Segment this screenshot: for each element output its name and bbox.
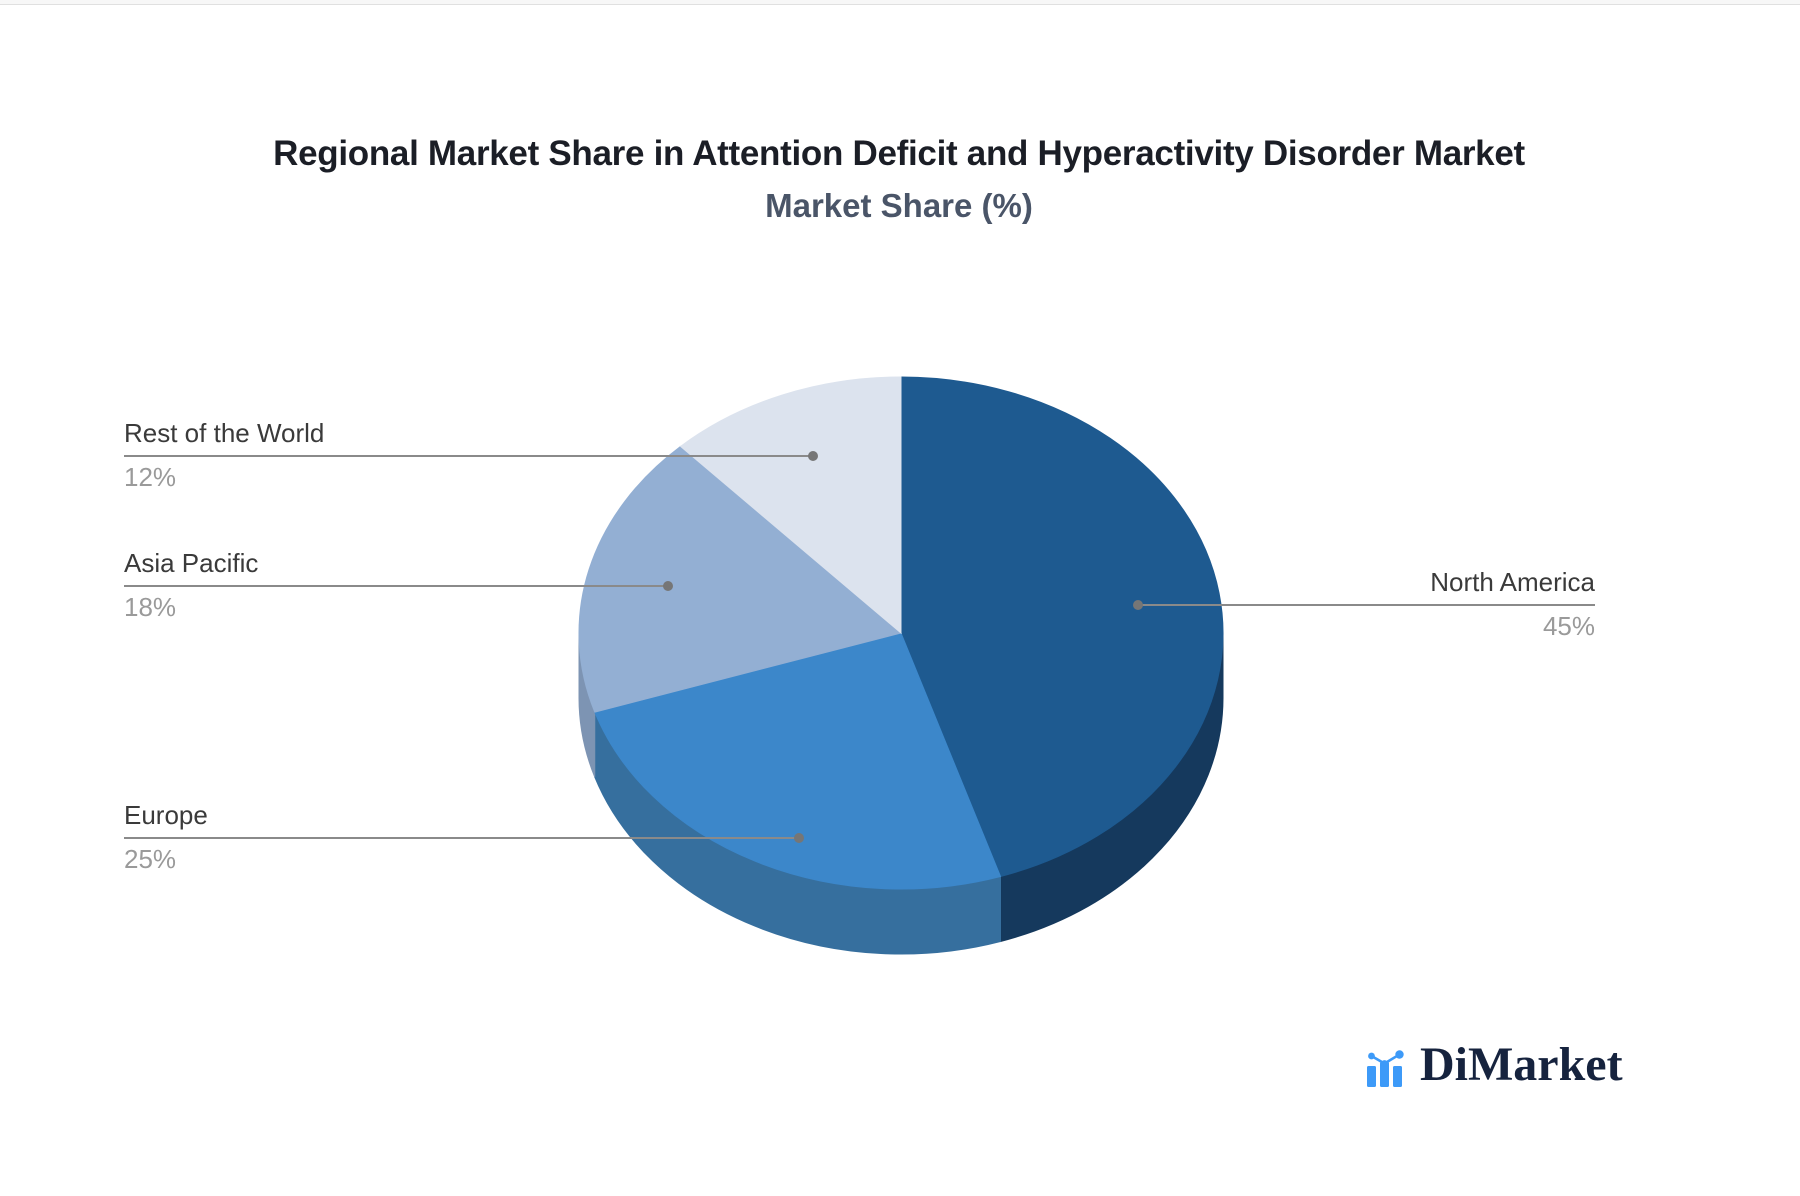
window-top-border: [0, 0, 1800, 5]
callout-line-asia-pacific: [124, 585, 669, 587]
pie-slice-rest-of-the-world: [679, 376, 902, 635]
brand-logo-text: DiMarket: [1420, 1038, 1623, 1091]
callout-value-rest-of-world: 12%: [124, 462, 177, 492]
bar-chart-logo-icon: [1367, 1050, 1404, 1087]
callout-dot-asia-pacific: [663, 581, 673, 591]
pie-slice-europe: [594, 632, 1002, 890]
callout-line-rest-of-world: [124, 455, 814, 457]
callout-line-europe: [124, 837, 800, 839]
callout-dot-north-america: [1133, 600, 1143, 610]
callout-dot-europe: [794, 833, 804, 843]
callout-label-asia-pacific: Asia Pacific: [124, 548, 259, 578]
pie-slice-north-america: [900, 376, 1224, 878]
chart-subtitle: Market Share (%): [765, 187, 1033, 224]
callout-dot-rest-of-world: [808, 451, 818, 461]
chart-title: Regional Market Share in Attention Defic…: [273, 134, 1525, 173]
callout-label-rest-of-world: Rest of the World: [124, 418, 325, 448]
callout-value-north-america: 45%: [1542, 611, 1595, 641]
callout-label-north-america: North America: [1430, 567, 1595, 597]
callout-line-north-america: [1138, 604, 1595, 606]
callout-value-europe: 25%: [124, 844, 177, 874]
callout-value-asia-pacific: 18%: [124, 592, 177, 622]
callout-label-europe: Europe: [124, 800, 208, 830]
brand-logo: DiMarket: [1363, 1041, 1633, 1101]
pie-slice-asia-pacific: [578, 445, 903, 713]
